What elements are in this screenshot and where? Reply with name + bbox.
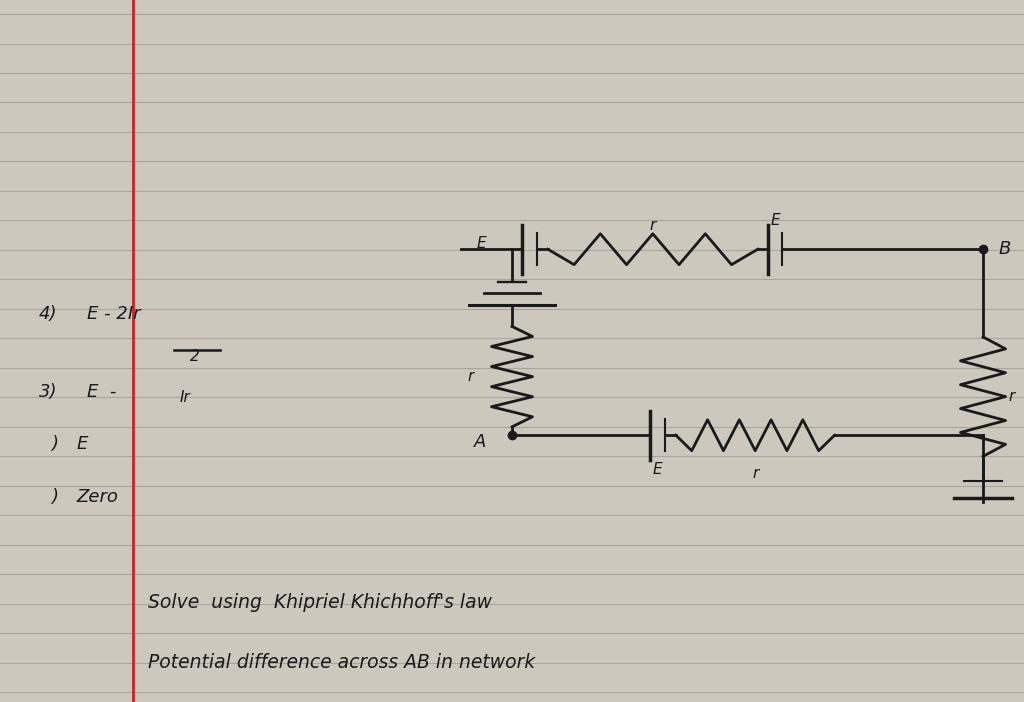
- Text: Ir: Ir: [179, 390, 189, 404]
- Text: B: B: [998, 240, 1011, 258]
- Text: E - 2Ir: E - 2Ir: [87, 305, 140, 324]
- Text: A: A: [474, 433, 486, 451]
- Text: 2: 2: [189, 349, 200, 364]
- Text: r: r: [752, 466, 759, 481]
- Text: r: r: [1009, 389, 1015, 404]
- Text: ): ): [51, 435, 58, 453]
- Text: r: r: [468, 369, 474, 384]
- Text: 3): 3): [39, 383, 57, 401]
- Text: r: r: [649, 218, 656, 232]
- Text: 4): 4): [39, 305, 57, 324]
- Text: E  -: E -: [87, 383, 117, 401]
- Text: E: E: [652, 463, 663, 477]
- Text: ): ): [51, 488, 58, 506]
- Text: Solve  using  Khipriel Khichhoff's law: Solve using Khipriel Khichhoff's law: [148, 593, 493, 612]
- Text: E: E: [476, 236, 486, 251]
- Text: Zero: Zero: [77, 488, 119, 506]
- Text: E: E: [77, 435, 88, 453]
- Text: E: E: [770, 213, 780, 227]
- Text: Potential difference across AB in network: Potential difference across AB in networ…: [148, 653, 536, 672]
